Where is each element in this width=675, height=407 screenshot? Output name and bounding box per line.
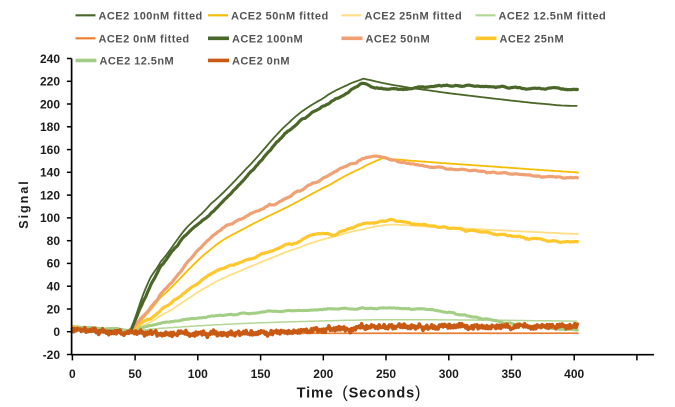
svg-text:ACE2 100nM fitted: ACE2 100nM fitted [99,10,203,22]
svg-text:250: 250 [376,367,396,381]
svg-text:0: 0 [53,325,60,339]
svg-text:300: 300 [439,367,459,381]
svg-text:0: 0 [69,367,76,381]
svg-text:ACE2 100nM: ACE2 100nM [232,33,303,45]
svg-text:60: 60 [47,257,61,271]
svg-text:ACE2 25nM fitted: ACE2 25nM fitted [365,10,463,22]
svg-text:200: 200 [40,97,60,111]
svg-text:180: 180 [40,120,60,134]
svg-text:ACE2 12.5nM: ACE2 12.5nM [100,56,175,68]
svg-text:ACE2 50nM: ACE2 50nM [366,33,431,45]
svg-text:Signal: Signal [17,179,31,229]
svg-text:ACE2 25nM: ACE2 25nM [500,33,565,45]
svg-text:ACE2 0nM fitted: ACE2 0nM fitted [99,33,190,45]
svg-text:ACE2 0nM: ACE2 0nM [232,56,290,68]
svg-text:150: 150 [251,367,271,381]
svg-text:100: 100 [188,367,208,381]
svg-text:40: 40 [47,280,61,294]
svg-text:100: 100 [40,211,60,225]
svg-text:160: 160 [40,143,60,157]
svg-text:50: 50 [128,367,142,381]
svg-text:400: 400 [564,367,584,381]
svg-text:350: 350 [501,367,521,381]
svg-text:ACE2 50nM fitted: ACE2 50nM fitted [231,10,329,22]
svg-text:20: 20 [47,302,61,316]
svg-text:140: 140 [40,166,60,180]
svg-text:120: 120 [40,188,60,202]
svg-text:240: 240 [40,52,60,66]
svg-text:Time (Seconds): Time (Seconds) [297,384,422,402]
svg-text:200: 200 [313,367,333,381]
svg-text:-20: -20 [43,348,61,362]
svg-text:ACE2 12.5nM fitted: ACE2 12.5nM fitted [499,10,607,22]
svg-text:220: 220 [40,75,60,89]
svg-text:80: 80 [47,234,61,248]
